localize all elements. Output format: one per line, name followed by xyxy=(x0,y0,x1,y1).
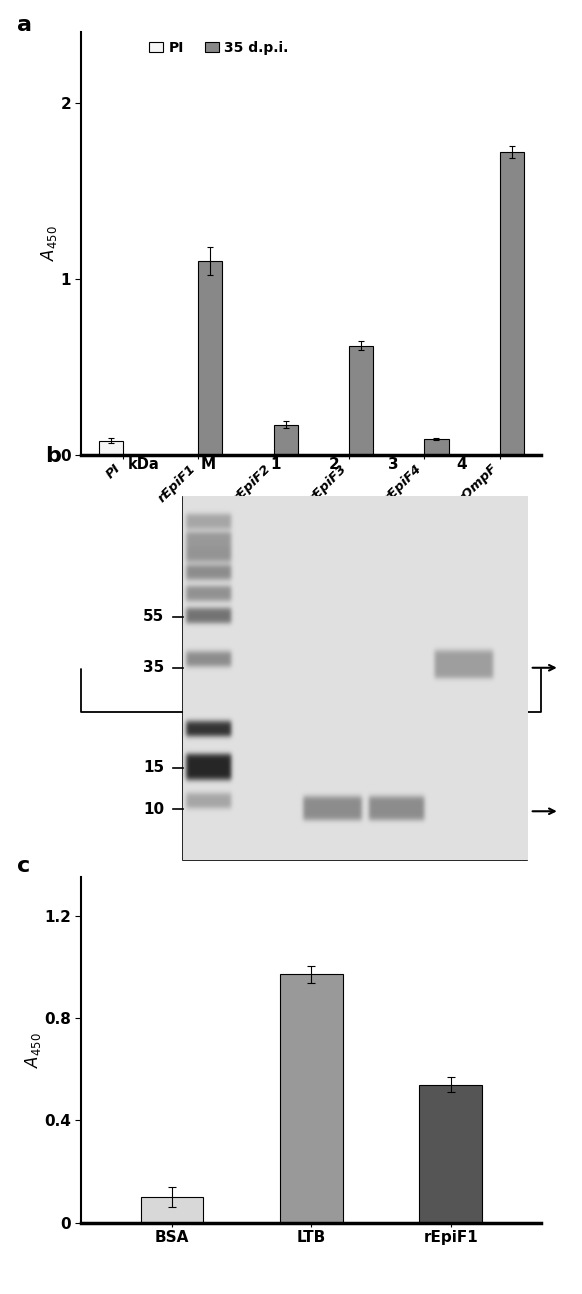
Bar xyxy=(420,1084,482,1223)
Bar xyxy=(99,441,123,454)
Text: 4: 4 xyxy=(457,457,467,472)
Text: 15: 15 xyxy=(143,760,164,775)
Bar xyxy=(500,151,524,454)
Text: a: a xyxy=(17,16,32,35)
Bar xyxy=(280,974,343,1223)
Bar xyxy=(141,1197,203,1223)
Text: 10: 10 xyxy=(143,802,164,817)
Bar xyxy=(274,424,298,454)
Text: 1: 1 xyxy=(271,457,281,472)
Text: 35: 35 xyxy=(143,660,164,675)
Text: M: M xyxy=(201,457,216,472)
Text: kDa: kDa xyxy=(127,457,159,472)
Bar xyxy=(198,261,222,454)
Y-axis label: $A_{450}$: $A_{450}$ xyxy=(39,225,59,261)
Text: 3: 3 xyxy=(388,457,398,472)
Bar xyxy=(424,439,449,454)
Text: 55: 55 xyxy=(143,609,164,625)
Bar xyxy=(183,497,527,861)
Legend: PI, 35 d.p.i.: PI, 35 d.p.i. xyxy=(144,35,294,61)
Text: Antisera against: Antisera against xyxy=(240,717,382,731)
Y-axis label: $A_{450}$: $A_{450}$ xyxy=(23,1033,43,1068)
Text: c: c xyxy=(17,857,30,876)
Bar xyxy=(349,345,373,454)
Text: b: b xyxy=(45,446,61,466)
Text: 2: 2 xyxy=(329,457,340,472)
